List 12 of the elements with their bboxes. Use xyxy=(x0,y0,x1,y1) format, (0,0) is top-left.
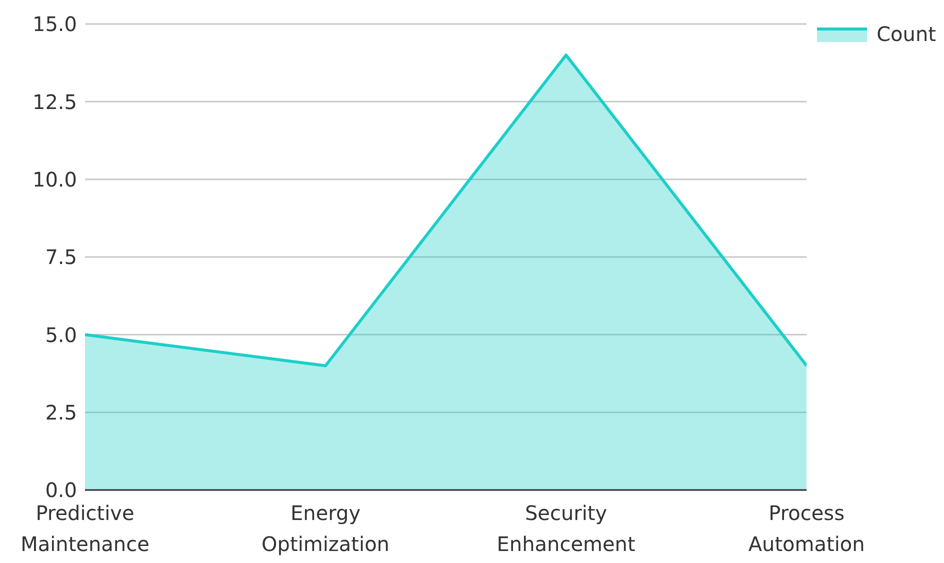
x-tick-label: Process Automation xyxy=(748,501,865,556)
legend-label: Count xyxy=(876,22,936,46)
y-tick-label: 7.5 xyxy=(45,245,77,270)
x-tick-label: Predictive Maintenance xyxy=(20,501,150,556)
y-tick-label: 15.0 xyxy=(32,12,77,36)
y-tick-label: 2.5 xyxy=(45,400,77,424)
y-tick-label: 12.5 xyxy=(32,90,77,114)
x-tick-label: Security Enhancement xyxy=(496,501,636,556)
x-tick-label: Energy Optimization xyxy=(262,501,390,556)
y-tick-label: 10.0 xyxy=(32,167,77,192)
y-tick-label: 5.0 xyxy=(45,322,77,347)
y-tick-label: 0.0 xyxy=(45,478,77,502)
